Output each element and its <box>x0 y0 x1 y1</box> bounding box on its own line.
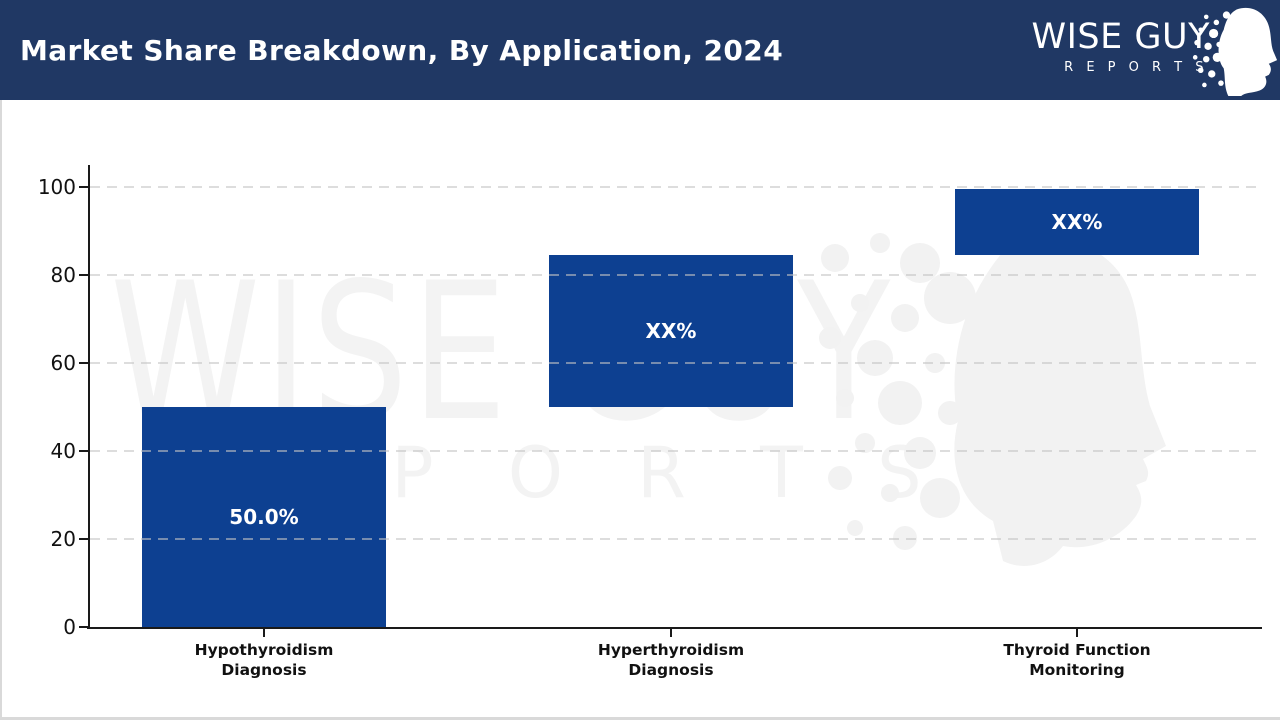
x-category-label-line: Monitoring <box>1029 661 1125 679</box>
x-category-label-line: Diagnosis <box>221 661 307 679</box>
header-bar: Market Share Breakdown, By Application, … <box>0 0 1280 100</box>
y-tick-mark <box>79 362 88 364</box>
page-title: Market Share Breakdown, By Application, … <box>20 34 784 67</box>
y-tick-label: 80 <box>50 263 76 287</box>
y-tick-label: 0 <box>63 615 76 639</box>
x-tick-mark <box>670 629 672 637</box>
gridline <box>90 186 1262 188</box>
x-category-label-line: Hypothyroidism <box>194 641 334 659</box>
bar <box>549 254 793 407</box>
gridline <box>90 538 1262 540</box>
y-tick-label: 40 <box>50 439 76 463</box>
gridline <box>90 362 1262 364</box>
y-axis-line <box>88 165 90 629</box>
y-tick-mark <box>79 186 88 188</box>
gridline <box>90 450 1262 452</box>
x-tick-mark <box>263 629 265 637</box>
bar-value-label: XX% <box>645 318 697 343</box>
x-category-label: Hyperthyroidism Diagnosis <box>511 640 831 680</box>
bar <box>955 188 1199 255</box>
logo-subtitle: R E P O R T S <box>1064 60 1208 75</box>
x-category-label: Thyroid Function Monitoring <box>917 640 1237 680</box>
bar-value-label: 50.0% <box>229 505 299 529</box>
bar-value-label: XX% <box>1051 209 1103 234</box>
y-tick-mark <box>79 626 88 628</box>
watermark-face-icon <box>819 233 1166 566</box>
gridline <box>90 274 1262 276</box>
x-axis-line <box>87 627 1262 629</box>
logo-wordmark: WISE GUY <box>1031 17 1210 57</box>
y-tick-mark <box>79 450 88 452</box>
logo-face-icon <box>1192 7 1278 96</box>
x-category-label-line: Hyperthyroidism <box>597 641 745 659</box>
x-category-label-line: Thyroid Function <box>1003 641 1151 659</box>
y-tick-label: 20 <box>50 527 76 551</box>
y-tick-mark <box>79 274 88 276</box>
footer-strip <box>0 717 1280 720</box>
y-tick-mark <box>79 538 88 540</box>
x-category-label-line: Diagnosis <box>628 661 714 679</box>
chart-left-border <box>0 100 2 720</box>
brand-logo: WISE GUY R E P O R T S <box>1020 0 1280 100</box>
x-category-label: Hypothyroidism Diagnosis <box>104 640 424 680</box>
bar <box>142 407 386 627</box>
x-tick-mark <box>1076 629 1078 637</box>
y-tick-label: 100 <box>37 175 76 199</box>
y-tick-label: 60 <box>50 351 76 375</box>
